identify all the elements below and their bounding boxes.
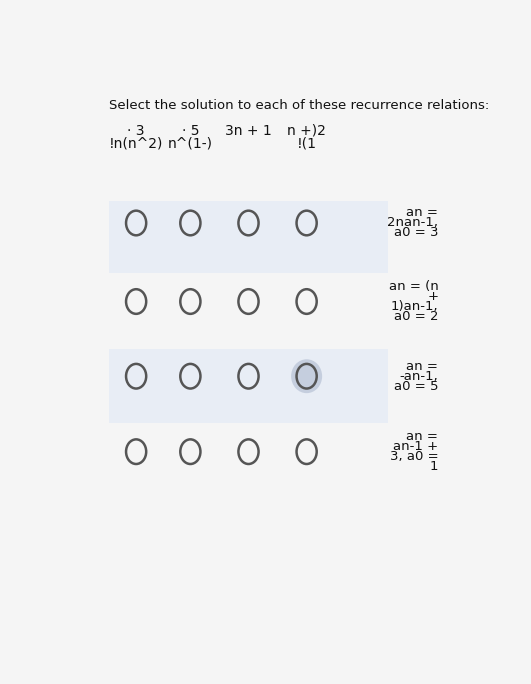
Bar bbox=[109, 425, 388, 502]
Text: Select the solution to each of these recurrence relations:: Select the solution to each of these rec… bbox=[109, 98, 489, 111]
Text: 1)an-1,: 1)an-1, bbox=[391, 300, 439, 313]
Text: an-1 +: an-1 + bbox=[393, 440, 439, 453]
Text: a0 = 5: a0 = 5 bbox=[394, 380, 439, 393]
Text: an =: an = bbox=[407, 430, 439, 443]
Text: an = (n: an = (n bbox=[389, 280, 439, 293]
Ellipse shape bbox=[291, 359, 322, 393]
Text: 3n + 1: 3n + 1 bbox=[225, 124, 272, 137]
Text: 1: 1 bbox=[430, 460, 439, 473]
Bar bbox=[109, 201, 388, 273]
Bar bbox=[109, 273, 388, 350]
Text: · 3: · 3 bbox=[127, 124, 145, 137]
Text: n +)2: n +)2 bbox=[287, 124, 326, 137]
Text: n^(1-): n^(1-) bbox=[168, 137, 213, 150]
Text: 2nan-1,: 2nan-1, bbox=[388, 217, 439, 230]
Text: an =: an = bbox=[407, 360, 439, 373]
Bar bbox=[109, 350, 388, 423]
Text: !n(n^2): !n(n^2) bbox=[109, 137, 164, 150]
Text: an =: an = bbox=[407, 207, 439, 220]
Text: +: + bbox=[427, 290, 439, 303]
Text: a0 = 3: a0 = 3 bbox=[394, 226, 439, 239]
Text: 3, a0 =: 3, a0 = bbox=[390, 450, 439, 463]
Text: · 5: · 5 bbox=[182, 124, 199, 137]
Text: !(1: !(1 bbox=[297, 137, 316, 150]
Text: -an-1,: -an-1, bbox=[400, 370, 439, 383]
Text: a0 = 2: a0 = 2 bbox=[394, 310, 439, 323]
